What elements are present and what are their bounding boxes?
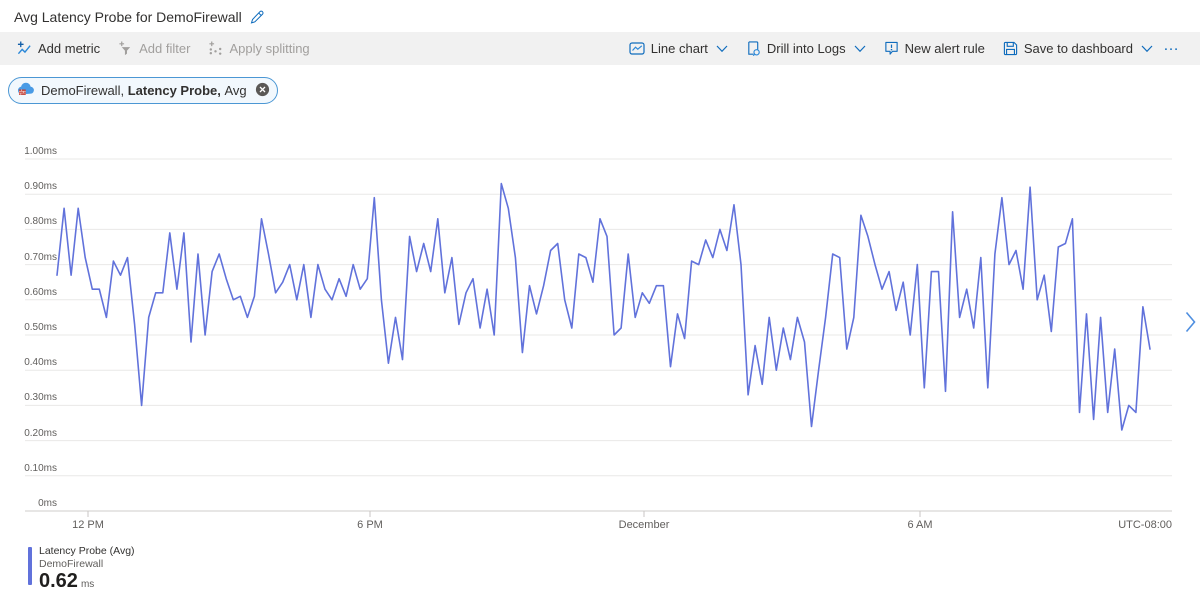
drill-into-logs-icon	[746, 41, 761, 56]
more-options-button[interactable]: …	[1155, 37, 1188, 61]
chart-toolbar: Add metric Add filter Apply splitting Li…	[0, 32, 1200, 65]
pencil-icon	[250, 10, 265, 25]
new-alert-rule-button[interactable]: New alert rule	[875, 32, 994, 65]
edit-title-button[interactable]	[250, 10, 265, 25]
metric-pill-row: DemoFirewall, Latency Probe, Avg	[8, 77, 1200, 105]
add-filter-label: Add filter	[139, 41, 191, 56]
y-axis-tick-label: 0.90ms	[24, 181, 57, 193]
chevron-down-icon	[1141, 45, 1153, 53]
apply-splitting-icon	[208, 41, 223, 56]
new-alert-rule-label: New alert rule	[904, 41, 985, 56]
y-axis-tick-label: 1.00ms	[24, 146, 57, 157]
legend-value: 0.62 ms	[39, 570, 95, 592]
timezone-label: UTC-08:00	[1118, 519, 1172, 531]
pan-forward-button[interactable]	[1182, 309, 1200, 337]
y-axis-tick-label: 0.20ms	[24, 427, 57, 439]
close-icon	[255, 82, 270, 100]
add-metric-label: Add metric	[38, 41, 101, 56]
legend-item[interactable]: Latency Probe (Avg) DemoFirewall 0.62 ms	[28, 545, 1200, 593]
y-axis-tick-label: 0.50ms	[24, 322, 57, 333]
legend-color-bar	[28, 547, 32, 585]
x-axis-tick-label: 12 PM	[72, 519, 104, 531]
y-axis-tick-label: 0.40ms	[24, 357, 57, 369]
metrics-chart[interactable]: 1.00ms 0.90ms 0.80ms 0.70ms 0.60ms 0.50ms 0.40…	[0, 141, 1200, 543]
x-axis-tick-label: 6 PM	[357, 519, 383, 531]
new-alert-rule-icon	[884, 41, 899, 56]
y-axis-tick-label: 0.60ms	[24, 286, 57, 298]
apply-splitting-button[interactable]: Apply splitting	[199, 32, 318, 65]
line-chart-icon	[629, 41, 645, 56]
page-title: Avg Latency Probe for DemoFirewall	[14, 9, 242, 25]
chevron-down-icon	[716, 45, 728, 53]
ellipsis-icon: …	[1163, 36, 1180, 54]
line-chart-button[interactable]: Line chart	[620, 32, 737, 65]
add-filter-icon	[118, 41, 133, 56]
pill-aggregation: Avg	[224, 83, 247, 98]
metric-pill[interactable]: DemoFirewall, Latency Probe, Avg	[8, 77, 278, 104]
x-axis-tick-label: 6 AM	[907, 519, 933, 531]
line-chart-label: Line chart	[650, 41, 708, 56]
add-metric-icon	[17, 41, 32, 56]
y-axis-tick-label: 0.70ms	[24, 251, 57, 263]
firewall-icon	[17, 82, 35, 99]
save-to-dashboard-button[interactable]: Save to dashboard	[994, 32, 1155, 65]
remove-metric-button[interactable]	[255, 82, 270, 100]
chevron-right-icon	[1185, 311, 1197, 336]
save-icon	[1003, 41, 1018, 56]
legend-resource-name: DemoFirewall	[39, 558, 104, 570]
chart-plot-area[interactable]	[0, 141, 1200, 543]
y-axis-tick-label: 0ms	[38, 498, 57, 509]
chevron-down-icon	[854, 45, 866, 53]
y-axis-tick-label: 0.80ms	[24, 216, 57, 228]
legend-unit: ms	[80, 579, 95, 590]
page-header: Avg Latency Probe for DemoFirewall	[0, 0, 1200, 26]
legend-metric-name: Latency Probe (Avg)	[39, 545, 135, 557]
drill-into-logs-button[interactable]: Drill into Logs	[737, 32, 875, 65]
apply-splitting-label: Apply splitting	[229, 41, 310, 56]
y-axis-tick-label: 0.10ms	[24, 462, 57, 474]
add-filter-button[interactable]: Add filter	[109, 32, 199, 65]
pill-metric: Latency Probe,	[127, 83, 225, 98]
drill-into-logs-label: Drill into Logs	[766, 41, 846, 56]
pill-resource: DemoFirewall,	[41, 83, 128, 98]
latency-probe-line-series	[56, 182, 1151, 431]
save-to-dashboard-label: Save to dashboard	[1023, 41, 1133, 56]
x-axis-tick-label: December	[618, 519, 670, 531]
y-axis-tick-label: 0.30ms	[24, 392, 57, 404]
add-metric-button[interactable]: Add metric	[8, 32, 109, 65]
